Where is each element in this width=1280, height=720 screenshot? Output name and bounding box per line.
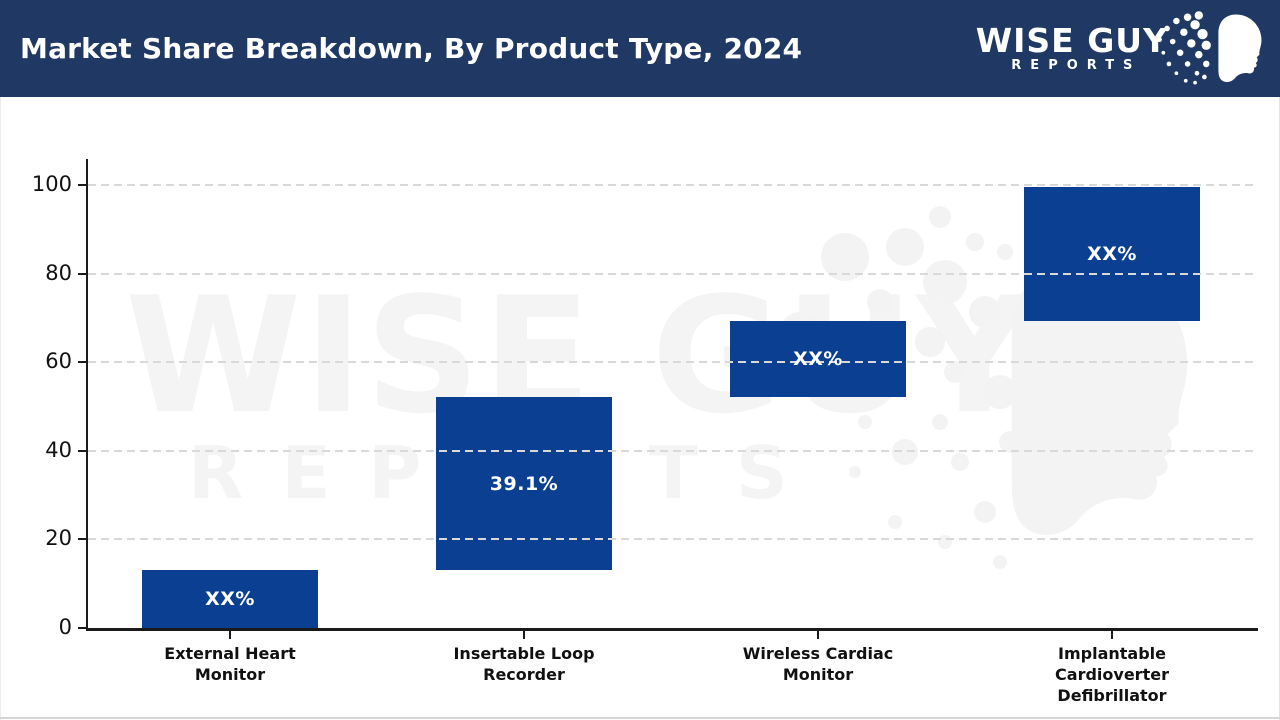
x-tick-mark <box>229 631 231 639</box>
x-axis-line <box>86 628 1258 631</box>
bottom-border <box>0 717 1280 719</box>
gridline-y-20 <box>88 538 1256 541</box>
y-tick-label: 80 <box>45 260 72 285</box>
gridline-y-60 <box>88 361 1256 364</box>
bar-value-label: XX% <box>1087 243 1137 266</box>
x-tick-mark <box>523 631 525 639</box>
bar-2: 39.1% <box>436 397 612 571</box>
bar-value-label: XX% <box>205 588 255 611</box>
bar-value-label: XX% <box>793 348 843 371</box>
category-label: Insertable Loop Recorder <box>453 644 595 684</box>
y-tick-mark <box>78 361 86 364</box>
bar-4: XX% <box>1024 187 1200 321</box>
y-tick-label: 20 <box>45 526 72 551</box>
category-label: Wireless Cardiac Monitor <box>742 644 894 684</box>
y-tick-mark <box>78 272 86 275</box>
gridline-y-80 <box>88 272 1256 275</box>
y-tick-mark <box>78 627 86 629</box>
y-tick-mark <box>78 184 86 186</box>
header-bar: Market Share Breakdown, By Product Type,… <box>0 0 1280 97</box>
x-tick-mark <box>1111 631 1113 639</box>
y-tick-label: 0 <box>58 615 72 639</box>
y-tick-mark <box>78 538 86 541</box>
x-tick-mark <box>817 631 819 639</box>
logo-text: WISE GUY REPORTS <box>975 20 1168 74</box>
logo: WISE GUY REPORTS <box>975 10 1280 87</box>
bar-value-label: 39.1% <box>489 472 559 495</box>
y-tick-label: 100 <box>31 172 72 196</box>
category-label: Implantable Cardioverter Defibrillator <box>1055 644 1169 705</box>
y-axis-line <box>86 159 88 629</box>
gridline-y-40 <box>88 449 1256 452</box>
category-label: External Heart Monitor <box>164 644 296 684</box>
y-tick-label: 40 <box>45 437 72 462</box>
bar-3: XX% <box>730 321 906 398</box>
left-edge-border <box>0 97 1 720</box>
bar-1: XX% <box>142 570 318 628</box>
gridline-y-100 <box>88 184 1256 186</box>
page-title: Market Share Breakdown, By Product Type,… <box>20 32 803 65</box>
y-tick-mark <box>78 449 86 452</box>
logo-face-icon <box>1157 10 1262 84</box>
logo-wordmark: WISE GUY <box>975 20 1168 60</box>
y-tick-label: 60 <box>45 349 72 374</box>
logo-subtext: REPORTS <box>1011 57 1142 73</box>
chart-area: WISE GUY REPORTS <box>0 97 1280 718</box>
